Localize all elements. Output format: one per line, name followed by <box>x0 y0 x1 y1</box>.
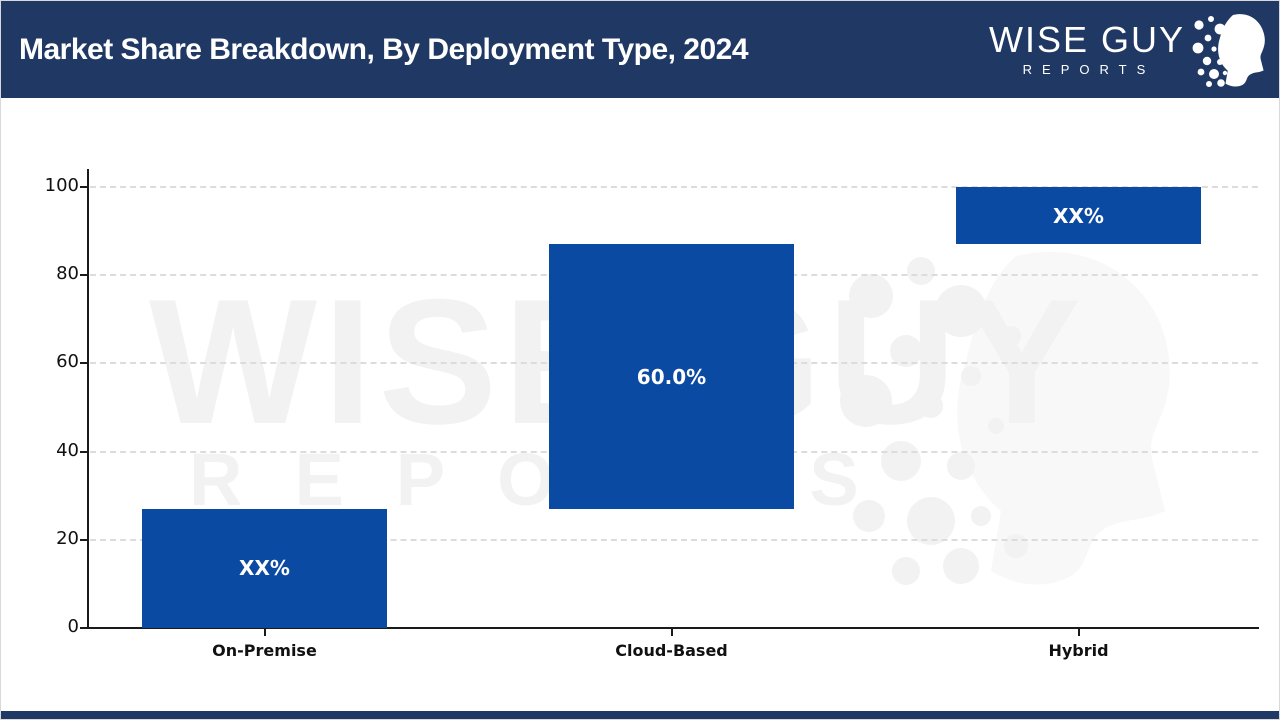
y-tick-label: 60 <box>56 351 79 373</box>
y-tick-mark <box>80 362 88 365</box>
bar-hybrid: XX% <box>956 187 1201 245</box>
y-tick-label: 20 <box>56 527 79 549</box>
brand-logo-text: WISE GUY REPORTS <box>988 19 1185 78</box>
page-title: Market Share Breakdown, By Deployment Ty… <box>19 32 749 66</box>
x-tick-label: Hybrid <box>1048 641 1109 660</box>
x-tick-mark <box>1077 629 1080 636</box>
y-tick-mark <box>80 627 88 629</box>
brand-subname: REPORTS <box>1022 62 1156 77</box>
brand-name: WISE GUY <box>988 19 1185 60</box>
bar-cloud-based: 60.0% <box>549 244 794 509</box>
y-tick-label: 40 <box>56 439 79 461</box>
bar-on-premise: XX% <box>142 508 387 628</box>
y-tick-label: 100 <box>44 175 79 196</box>
watermark-face-icon <box>840 251 1170 585</box>
brand-logo: WISE GUY REPORTS <box>988 9 1279 91</box>
y-tick-mark <box>80 186 88 188</box>
brand-face-icon <box>1192 13 1265 87</box>
x-tick-mark <box>670 629 673 636</box>
y-axis-line <box>87 169 89 629</box>
y-tick-mark <box>80 538 88 541</box>
bar-value-label: 60.0% <box>636 364 707 389</box>
gridline <box>90 538 1258 541</box>
y-tick-label: 0 <box>67 616 79 637</box>
y-tick-mark <box>80 274 88 277</box>
x-tick-label: Cloud-Based <box>615 641 728 660</box>
x-tick-mark <box>263 629 266 636</box>
bar-value-label: XX% <box>239 556 290 581</box>
bar-value-label: XX% <box>1053 203 1104 228</box>
y-tick-label: 80 <box>56 263 79 285</box>
footer-bar <box>1 711 1279 719</box>
x-tick-label: On-Premise <box>212 641 317 660</box>
x-axis-line <box>87 627 1259 629</box>
header-bar: Market Share Breakdown, By Deployment Ty… <box>1 1 1279 98</box>
y-tick-mark <box>80 450 88 453</box>
gridline <box>90 186 1258 188</box>
